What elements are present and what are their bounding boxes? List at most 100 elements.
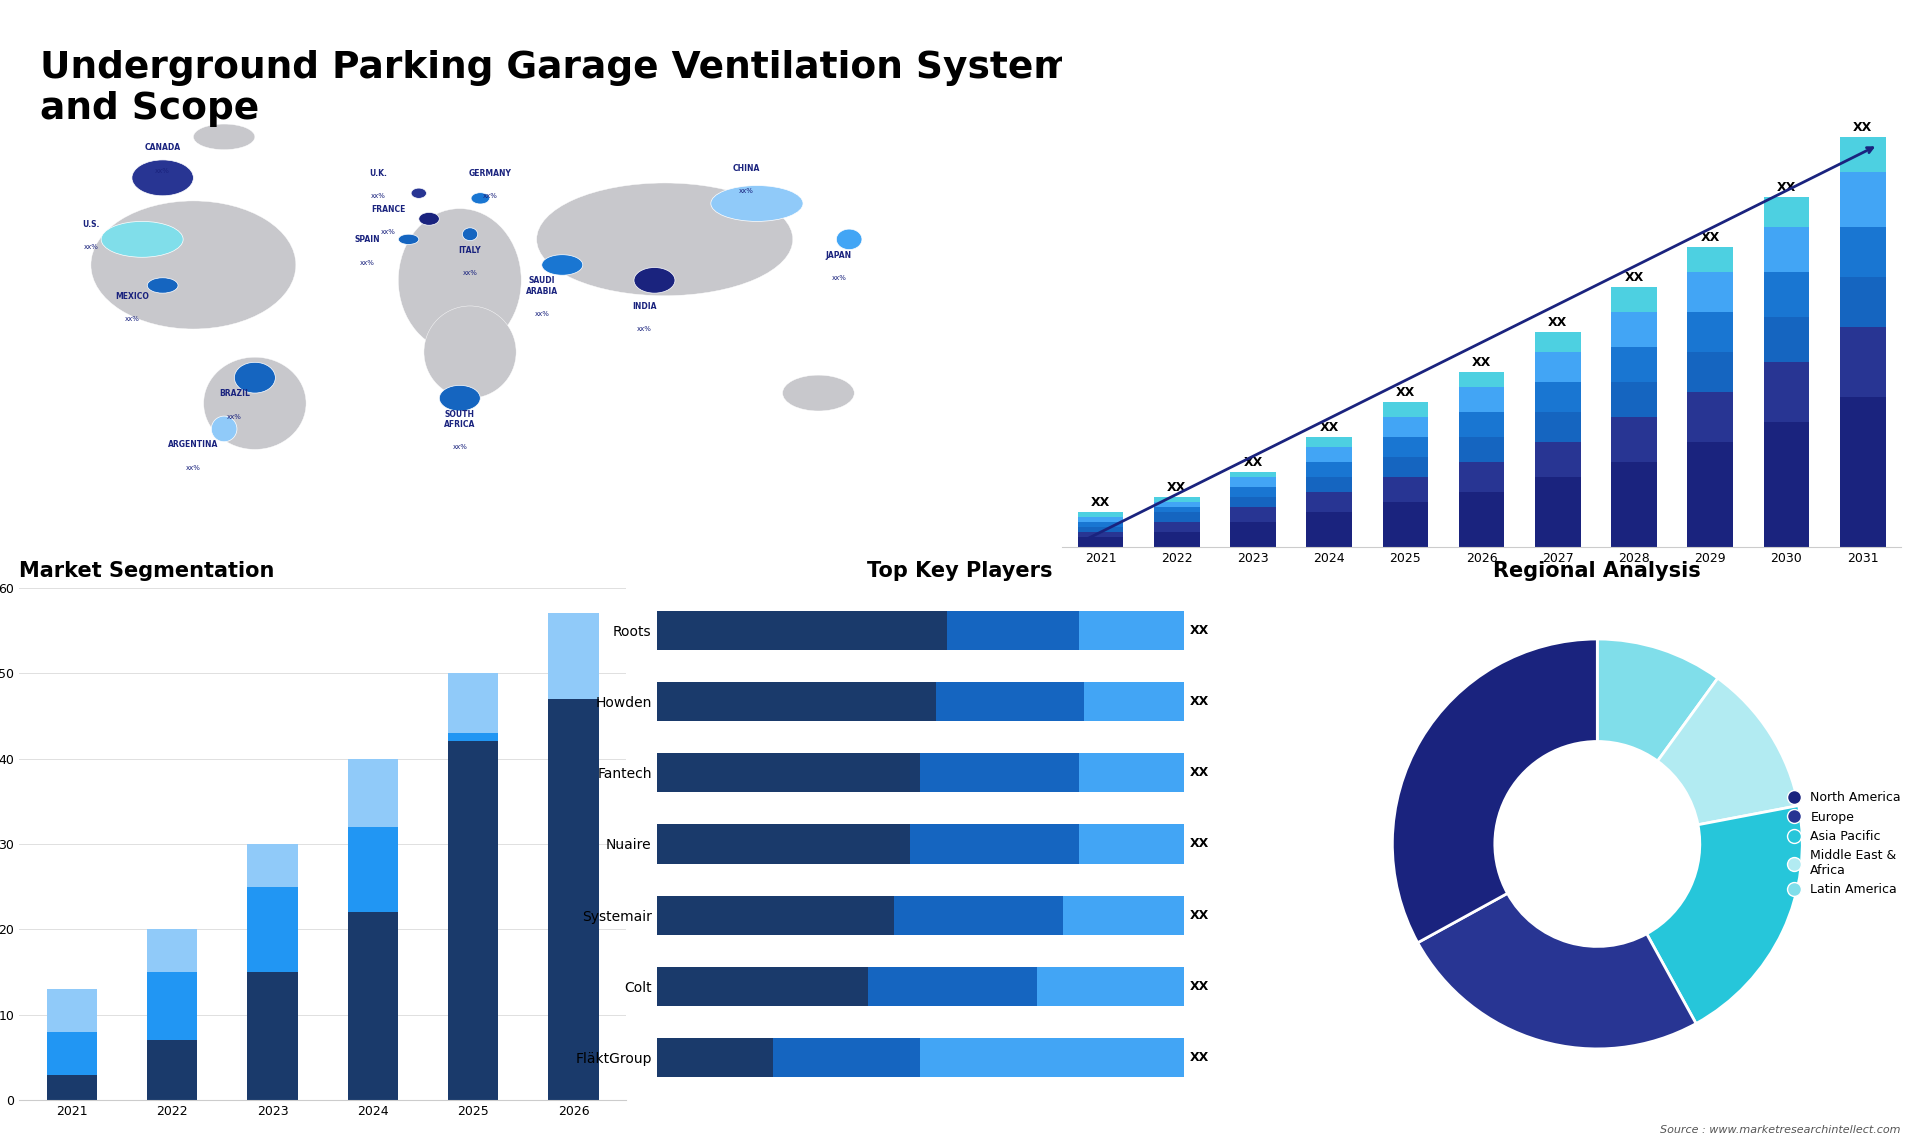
- Bar: [1306, 477, 1352, 492]
- Bar: [1839, 172, 1885, 227]
- Bar: [1459, 492, 1505, 547]
- Bar: [1688, 392, 1734, 442]
- Bar: [1459, 371, 1505, 387]
- Bar: [1382, 417, 1428, 437]
- Bar: [772, 1038, 920, 1077]
- Title: Top Key Players: Top Key Players: [868, 560, 1052, 581]
- Bar: [1231, 521, 1277, 547]
- Bar: [1534, 411, 1580, 442]
- Ellipse shape: [211, 416, 236, 441]
- Ellipse shape: [397, 234, 419, 244]
- Bar: [1077, 521, 1123, 527]
- Text: BRAZIL: BRAZIL: [219, 390, 250, 398]
- Text: FRANCE: FRANCE: [371, 205, 405, 213]
- Text: ARGENTINA: ARGENTINA: [169, 440, 219, 449]
- Ellipse shape: [194, 124, 255, 150]
- Bar: [1154, 507, 1200, 512]
- Text: XX: XX: [1853, 121, 1872, 134]
- Ellipse shape: [411, 188, 426, 198]
- Text: xx%: xx%: [227, 414, 242, 419]
- Text: MEXICO: MEXICO: [115, 292, 150, 301]
- Text: SOUTH
AFRICA: SOUTH AFRICA: [444, 409, 476, 429]
- Bar: [1611, 462, 1657, 547]
- Bar: [248, 843, 298, 887]
- Text: xx%: xx%: [484, 194, 497, 199]
- Ellipse shape: [204, 358, 305, 449]
- Bar: [1382, 402, 1428, 417]
- Text: xx%: xx%: [739, 188, 755, 194]
- Ellipse shape: [536, 183, 793, 296]
- Ellipse shape: [419, 212, 440, 226]
- Bar: [1688, 312, 1734, 352]
- Bar: [348, 912, 397, 1100]
- Bar: [1839, 136, 1885, 172]
- Ellipse shape: [148, 277, 179, 293]
- Bar: [46, 1075, 96, 1100]
- Text: XX: XX: [1473, 356, 1492, 369]
- Bar: [657, 682, 937, 721]
- Bar: [248, 887, 298, 972]
- Bar: [1611, 417, 1657, 462]
- Bar: [46, 1031, 96, 1075]
- Text: GERMANY: GERMANY: [468, 168, 513, 178]
- Ellipse shape: [463, 228, 478, 241]
- Bar: [657, 967, 868, 1006]
- Ellipse shape: [634, 267, 676, 293]
- Ellipse shape: [397, 209, 520, 352]
- Bar: [1231, 507, 1277, 521]
- Bar: [1077, 517, 1123, 521]
- Bar: [1534, 477, 1580, 547]
- Ellipse shape: [783, 375, 854, 411]
- Wedge shape: [1417, 894, 1695, 1049]
- Bar: [1037, 967, 1185, 1006]
- Ellipse shape: [470, 193, 490, 204]
- Bar: [1611, 347, 1657, 382]
- Bar: [1534, 442, 1580, 477]
- Bar: [1459, 462, 1505, 492]
- Bar: [1764, 272, 1809, 316]
- Ellipse shape: [102, 221, 182, 257]
- Text: XX: XX: [1167, 481, 1187, 494]
- Bar: [920, 1038, 1185, 1077]
- Text: XX: XX: [1190, 696, 1210, 708]
- Bar: [1306, 437, 1352, 447]
- Text: Source : www.marketresearchintellect.com: Source : www.marketresearchintellect.com: [1661, 1124, 1901, 1135]
- Text: XX: XX: [1190, 980, 1210, 992]
- Bar: [657, 1038, 772, 1077]
- Text: xx%: xx%: [380, 229, 396, 235]
- Bar: [248, 972, 298, 1100]
- Bar: [1085, 682, 1185, 721]
- Bar: [148, 929, 198, 972]
- Text: XX: XX: [1190, 838, 1210, 850]
- Text: CHINA: CHINA: [733, 164, 760, 173]
- Text: xx%: xx%: [463, 270, 478, 276]
- Ellipse shape: [132, 160, 194, 196]
- Bar: [1231, 487, 1277, 496]
- Text: XX: XX: [1396, 386, 1415, 399]
- Bar: [657, 611, 947, 650]
- Bar: [910, 824, 1079, 864]
- Text: XX: XX: [1244, 456, 1263, 470]
- Bar: [1764, 197, 1809, 227]
- Bar: [1079, 824, 1185, 864]
- Bar: [1764, 422, 1809, 547]
- Text: xx%: xx%: [83, 244, 98, 251]
- Bar: [1231, 472, 1277, 477]
- Text: xx%: xx%: [371, 194, 386, 199]
- Bar: [1764, 362, 1809, 422]
- Bar: [1611, 312, 1657, 347]
- Bar: [1306, 447, 1352, 462]
- Wedge shape: [1392, 639, 1597, 943]
- Bar: [1077, 512, 1123, 517]
- Text: xx%: xx%: [453, 445, 467, 450]
- Bar: [1231, 496, 1277, 507]
- Bar: [1688, 246, 1734, 272]
- Text: SAUDI
ARABIA: SAUDI ARABIA: [526, 276, 559, 296]
- Bar: [1839, 397, 1885, 547]
- Wedge shape: [1657, 678, 1799, 825]
- Bar: [1231, 477, 1277, 487]
- Text: ITALY: ITALY: [459, 245, 482, 254]
- Bar: [1154, 502, 1200, 507]
- Text: XX: XX: [1190, 909, 1210, 921]
- Ellipse shape: [234, 362, 275, 393]
